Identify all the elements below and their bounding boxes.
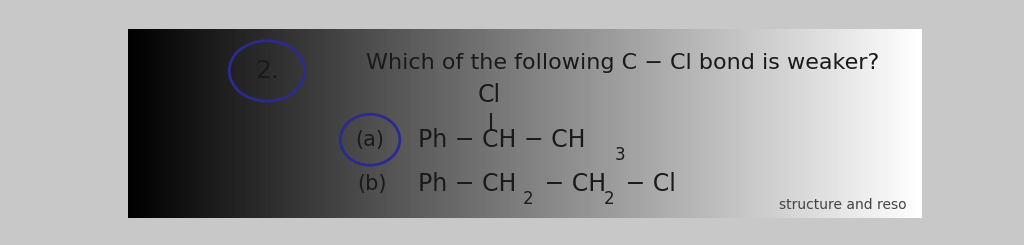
Text: Ph − CH: Ph − CH: [418, 172, 516, 196]
Text: − Cl: − Cl: [617, 172, 676, 196]
Text: Which of the following C − Cl bond is weaker?: Which of the following C − Cl bond is we…: [367, 53, 880, 73]
Text: (a): (a): [355, 130, 385, 150]
Text: 2: 2: [523, 190, 534, 208]
Text: 3: 3: [614, 146, 625, 164]
Text: (b): (b): [357, 174, 387, 194]
Text: Cl: Cl: [477, 84, 501, 107]
Text: 2: 2: [603, 190, 614, 208]
Text: 2.: 2.: [255, 59, 279, 83]
Text: Ph − CH − CH: Ph − CH − CH: [418, 128, 585, 152]
Text: structure and reso: structure and reso: [778, 198, 906, 212]
Text: − CH: − CH: [538, 172, 606, 196]
